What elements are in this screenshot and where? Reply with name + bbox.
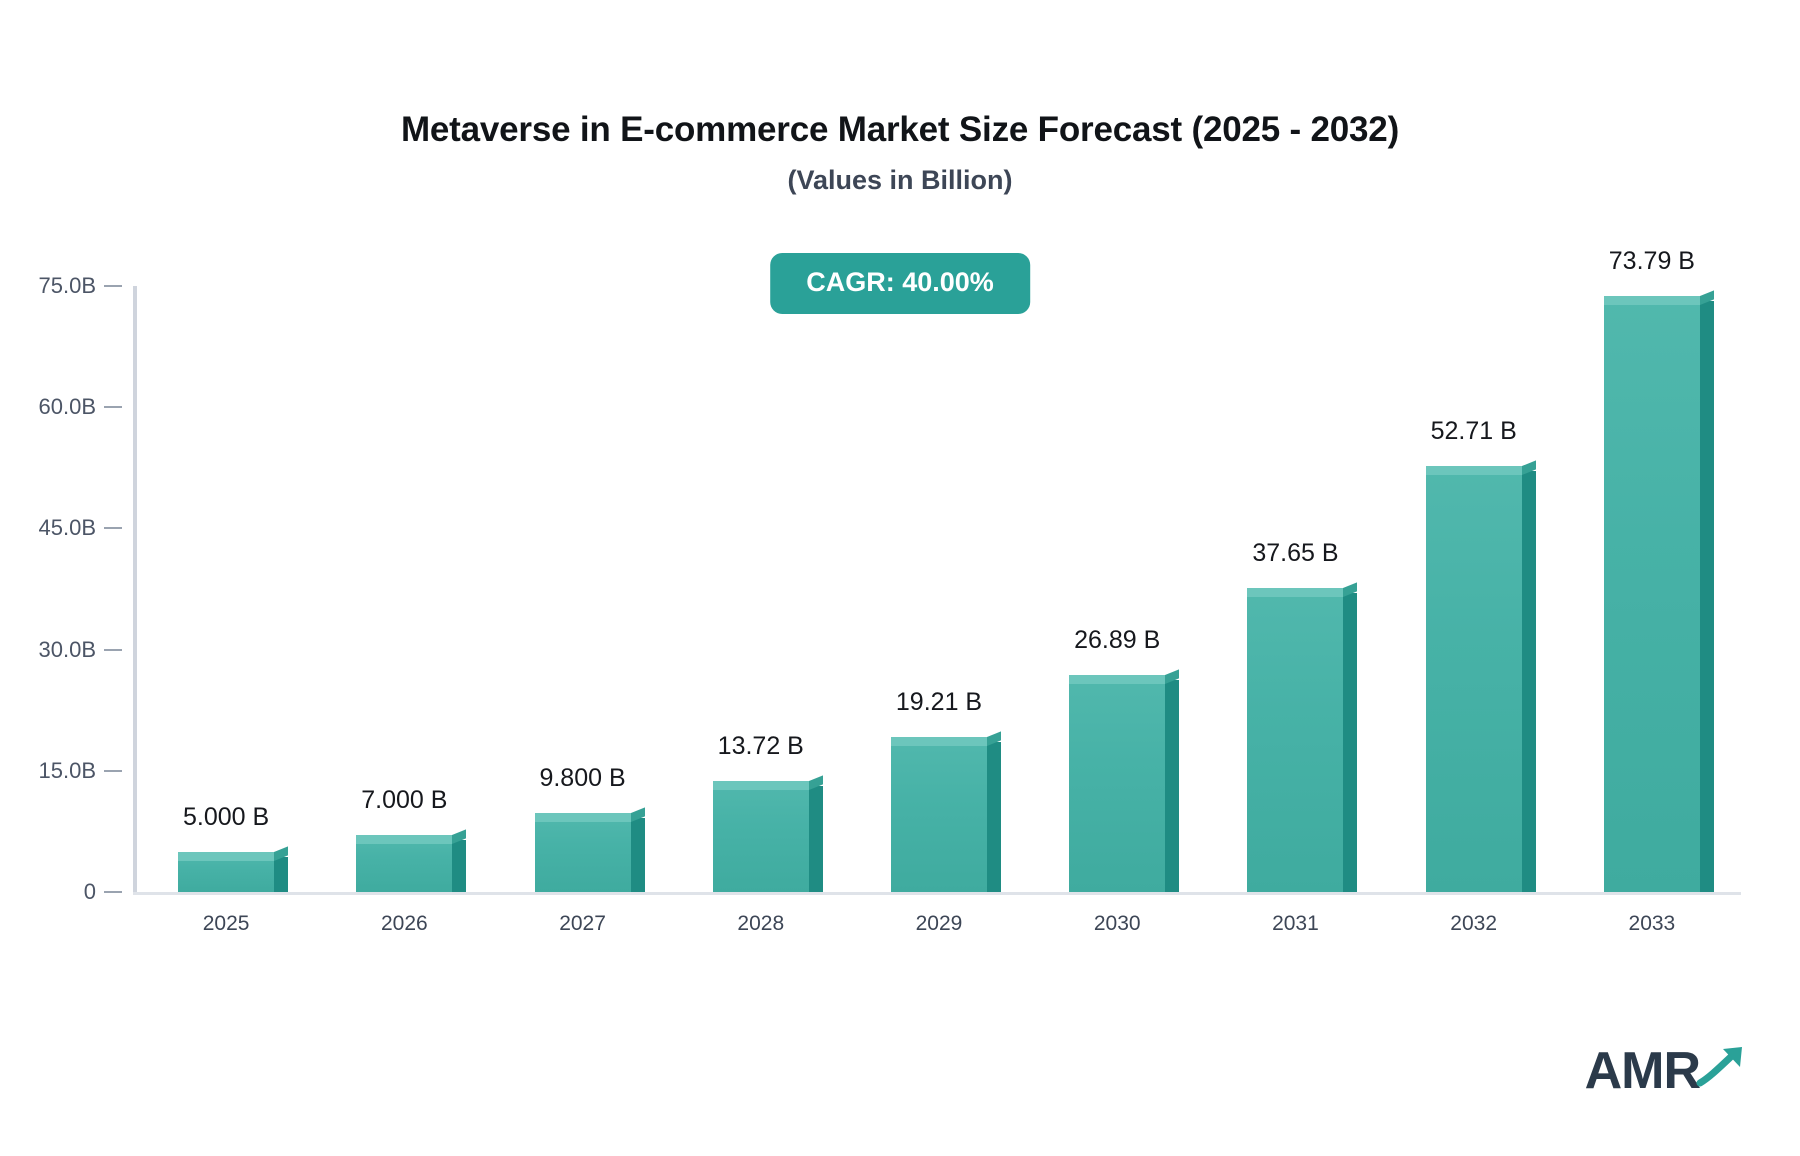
bar-front-face [1603,295,1700,892]
y-axis-tick-label: 60.0B [38,394,97,420]
bar-top-face [534,812,631,822]
x-axis-tick-label: 2030 [1093,912,1141,935]
y-axis-tick-label: 30.0B [38,636,97,662]
bar-column[interactable]: 26.89 B [1069,627,1180,892]
bar-side-face [1699,300,1714,892]
bar-top-face [891,736,987,746]
amr-logo-text: AMR [1584,1041,1701,1100]
bar-column[interactable]: 52.71 B [1425,419,1536,892]
y-axis-line [133,286,137,894]
bar-top-face [712,781,809,791]
bar-front-face [1247,587,1344,892]
amr-logo: AMR [1585,1043,1748,1098]
x-axis-tick-label: 2032 [1450,912,1498,935]
y-axis-tick-mark [104,769,122,772]
x-axis-tick-label: 2025 [202,912,250,935]
y-axis-tick-mark [104,285,122,287]
bar-top-face [1069,674,1166,684]
bar-side-face [274,856,289,892]
bar-side-face [1521,471,1536,892]
bar-side-face [987,741,1001,892]
x-axis-tick-label: 2033 [1628,912,1676,935]
y-axis-tick-label: 45.0B [38,515,97,541]
bar-column[interactable]: 7.000 B [356,788,467,892]
bar-side-face [630,817,645,892]
y-axis-tick: 0 [0,880,130,904]
y-axis-tick: 45.0B [0,516,130,540]
y-axis-tick-mark [104,406,122,409]
bar-value-label: 7.000 B [361,786,448,815]
bar-column[interactable]: 73.79 B [1603,248,1714,892]
bar-front-face [712,781,809,892]
y-axis-tick: 30.0B [0,636,130,662]
bar-column[interactable]: 13.72 B [712,734,823,892]
y-axis-tick: 75.0B [0,274,130,298]
x-axis-tick-label: 2031 [1272,912,1319,935]
chart-subtitle: (Values in Billion) [787,164,1013,195]
y-axis-tick-label: 75.0B [38,273,97,298]
y-axis-tick-mark [104,891,122,893]
bar-side-face [1165,679,1180,892]
bar-side-face [452,840,467,892]
bar-side-face [808,786,823,892]
bar-top-face [1603,295,1700,305]
bar-top-face [1247,587,1344,597]
arrow-up-right-icon [1696,1043,1748,1094]
bar-front-face [534,812,631,892]
y-axis-tick: 60.0B [0,395,130,419]
x-axis-line [133,892,1741,895]
y-axis-tick-mark [104,527,122,530]
bar-front-face [356,835,453,892]
bar-value-label: 26.89 B [1074,625,1161,654]
bar-top-face [1425,466,1522,476]
page-title: Metaverse in E-commerce Market Size Fore… [400,110,1400,149]
x-axis-tick-label: 2029 [915,912,963,935]
bar-front-face [1069,674,1166,892]
y-axis-tick-label: 0 [83,879,96,904]
bar-column[interactable]: 19.21 B [891,689,1001,892]
x-axis-tick-label: 2027 [559,912,606,935]
y-axis-tick-label: 15.0B [38,757,97,783]
bar-value-label: 37.65 B [1252,538,1339,567]
bar-value-label: 19.21 B [895,687,983,716]
bar-top-face [178,851,275,861]
bar-value-label: 9.800 B [539,763,626,792]
y-axis-tick-mark [104,648,122,651]
bar-top-face [356,835,453,845]
bar-value-label: 52.71 B [1430,417,1517,446]
bar-column[interactable]: 37.65 B [1247,540,1358,892]
bar-side-face [1343,592,1358,892]
chart-header: Metaverse in E-commerce Market Size Fore… [0,0,1800,194]
x-axis-tick-label: 2026 [380,912,428,935]
cagr-badge: CAGR: 40.00% [770,253,1030,314]
bar-column[interactable]: 9.800 B [534,765,645,892]
x-axis-tick-label: 2028 [737,912,785,935]
bar-front-face [891,736,987,892]
bar-front-face [1425,466,1522,892]
bar-value-label: 13.72 B [717,732,804,761]
bar-value-label: 5.000 B [183,802,270,831]
y-axis-tick: 15.0B [0,757,130,783]
bar-column[interactable]: 5.000 B [178,804,289,892]
bar-value-label: 73.79 B [1608,246,1695,275]
